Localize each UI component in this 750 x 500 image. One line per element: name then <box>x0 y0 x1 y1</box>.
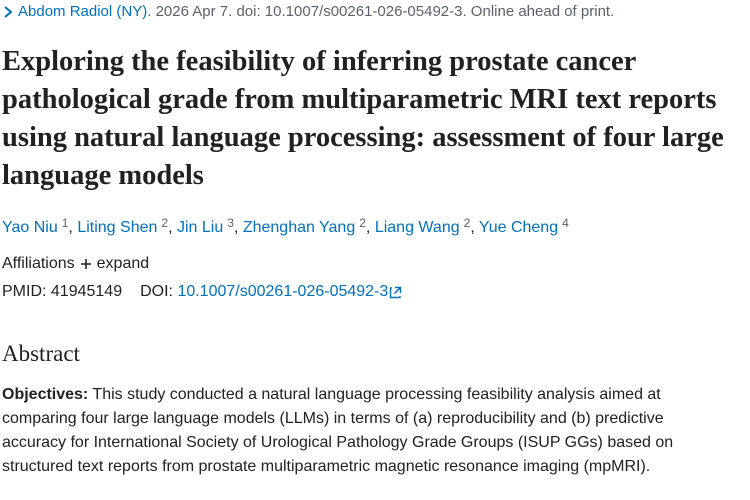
affiliation-number[interactable]: 2 <box>161 216 169 230</box>
plus-icon[interactable] <box>75 257 97 271</box>
objectives-text: This study conducted a natural language … <box>2 386 674 475</box>
author-list: Yao Niu 1, Liting Shen 2, Jin Liu 3, Zhengh… <box>2 216 569 237</box>
separator: , <box>168 219 173 236</box>
affiliations-label: Affiliations <box>2 255 75 272</box>
external-link-icon[interactable] <box>388 285 404 299</box>
author-name[interactable]: Liang Wang <box>374 219 460 236</box>
author-name[interactable]: Zhenghan Yang <box>242 219 356 236</box>
pmid: 41945149 <box>50 283 123 300</box>
doi-label: DOI: <box>140 283 173 300</box>
expand-toggle[interactable]: expand <box>96 255 150 272</box>
author-name[interactable]: Jin Liu <box>176 219 224 236</box>
affiliation-number[interactable]: 4 <box>562 216 569 230</box>
doi-link[interactable]: 10.1007/s00261-026-05492-3 <box>177 283 389 300</box>
affiliation-number[interactable]: 1 <box>61 216 69 230</box>
author-name[interactable]: Yao Niu <box>2 219 58 236</box>
article-title: Exploring the feasibility of inferring p… <box>2 46 724 191</box>
journal-link[interactable]: Abdom Radiol (NY). <box>18 3 152 20</box>
chevron-icon[interactable] <box>2 5 14 19</box>
author-name[interactable]: Liting Shen <box>77 219 158 236</box>
author-name[interactable]: Yue Cheng <box>478 219 559 236</box>
identifiers: PMID: 41945149 DOI: 10.1007/s00261-026-0… <box>2 283 404 301</box>
separator: , <box>233 219 239 236</box>
separator: , <box>470 219 475 236</box>
separator: , <box>365 219 371 236</box>
abstract-text: Objectives: This study conducted a natur… <box>2 383 732 479</box>
affiliation-number[interactable]: 2 <box>359 216 366 230</box>
objectives-label: Objectives: <box>2 386 89 403</box>
citation-details: 2026 Apr 7. doi: 10.1007/s00261-026-0549… <box>155 3 615 20</box>
affiliations: Affiliations expand <box>2 255 149 273</box>
affiliation-number[interactable]: 2 <box>463 216 471 230</box>
citation: Abdom Radiol (NY). 2026 Apr 7. doi: 10.1… <box>2 3 614 20</box>
affiliation-number[interactable]: 3 <box>227 216 234 230</box>
separator: , <box>68 219 73 236</box>
abstract-heading: Abstract <box>2 341 80 366</box>
pmid-label: PMID: <box>2 283 47 300</box>
